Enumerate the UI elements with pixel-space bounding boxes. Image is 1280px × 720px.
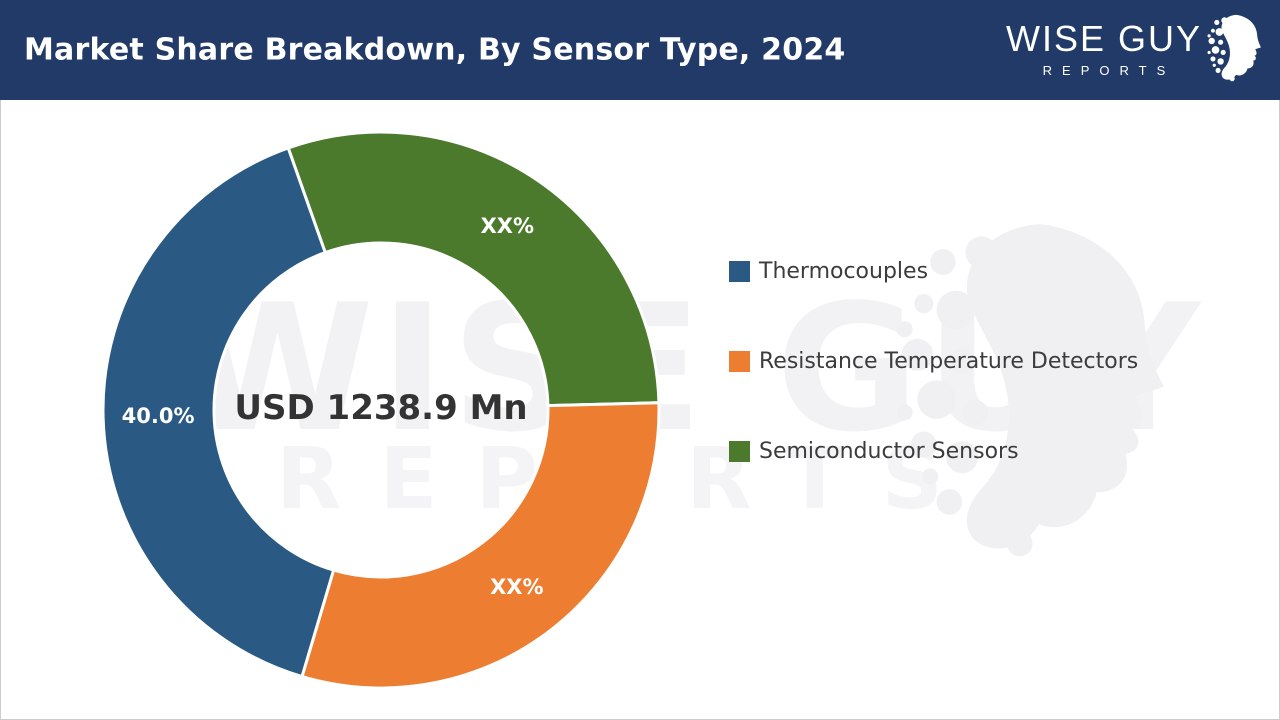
legend-label: Resistance Temperature Detectors [759,348,1139,374]
donut-slice-semiconductor-sensors [286,130,661,408]
legend: Thermocouples Resistance Temperature Det… [729,256,1138,526]
logo-face-icon [1204,6,1268,90]
logo-wordmark: WISE GUY [1005,18,1202,59]
donut-slice-resistance-temperature-detectors [300,401,661,690]
legend-swatch-icon [729,260,750,282]
donut-chart: XX% XX% 40.0% [101,130,661,690]
chart-area: WISE GUY REPORTS XX%XX%40.0% USD 1238.9 … [0,100,1280,720]
logo: WISE GUY REPORTS [1006,6,1268,90]
page-title: Market Share Breakdown, By Sensor Type, … [24,32,846,68]
legend-swatch-icon [729,440,750,462]
logo-subtitle: REPORTS [1042,63,1176,78]
slice-label: XX% [481,214,534,238]
legend-swatch-icon [729,350,750,372]
legend-label: Semiconductor Sensors [759,438,1019,464]
legend-item: Semiconductor Sensors [729,436,1138,466]
donut-center-label: USD 1238.9 Mn [234,388,528,428]
legend-item: Thermocouples [729,256,1138,286]
slice-label: 40.0% [122,404,195,428]
header: Market Share Breakdown, By Sensor Type, … [0,0,1280,100]
donut-slice-thermocouples [101,146,336,679]
slice-label: XX% [490,575,543,599]
legend-label: Thermocouples [759,258,929,284]
logo-text: WISE GUY REPORTS [1006,18,1202,78]
legend-item: Resistance Temperature Detectors [729,346,1138,376]
